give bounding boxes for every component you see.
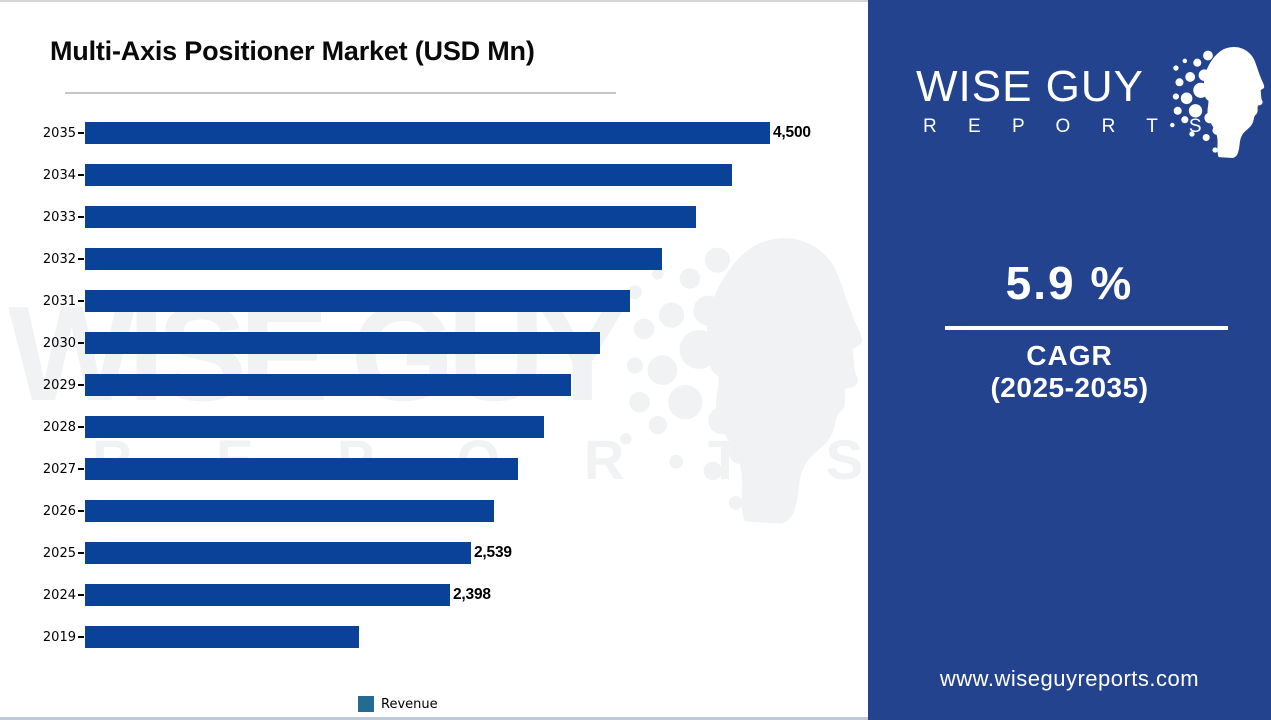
website-url: www.wiseguyreports.com <box>939 666 1200 691</box>
revenue-bar-2027 <box>85 458 518 480</box>
bar-row-2025: 2025 2,539 <box>40 542 512 564</box>
bar-row-2035: 2035 4,500 <box>40 122 811 144</box>
y-axis-tick-label: 2024 <box>42 587 76 603</box>
revenue-bar-2024 <box>85 584 450 606</box>
logo-text-wiseguy: WISE GUY <box>916 62 1145 111</box>
bar-row-2030: 2030 <box>40 332 600 354</box>
y-axis-tick-mark <box>78 468 84 470</box>
bars-container: 2035 4,500 2034 2033 2032 2031 2030 2029 2028 202… <box>0 2 868 717</box>
cagr-divider <box>945 326 1228 330</box>
y-axis-tick-label: 2030 <box>42 335 76 351</box>
bar-row-2019: 2019 <box>40 626 359 648</box>
revenue-bar-2026 <box>85 500 494 522</box>
y-axis-tick-label: 2032 <box>42 251 76 267</box>
cagr-label: CAGR <box>1026 340 1113 371</box>
chart-legend: Revenue <box>358 696 438 712</box>
y-axis-tick-mark <box>78 216 84 218</box>
y-axis-tick-mark <box>78 174 84 176</box>
y-axis-tick-label: 2034 <box>42 167 76 183</box>
y-axis-tick-label: 2025 <box>42 545 76 561</box>
watermark-head-icon <box>620 238 862 524</box>
y-axis-tick-label: 2029 <box>42 377 76 393</box>
y-axis-tick-label: 2028 <box>42 419 76 435</box>
brand-panel: WISE GUY R E P O R T S 5.9 % CAGR (2025- <box>868 0 1271 720</box>
y-axis-tick-mark <box>78 552 84 554</box>
bar-row-2031: 2031 <box>40 290 630 312</box>
cagr-value: 5.9 % <box>1005 257 1134 309</box>
revenue-bar-2032 <box>85 248 662 270</box>
bar-row-2032: 2032 <box>40 248 662 270</box>
cagr-range: (2025-2035) <box>990 372 1149 403</box>
bar-row-2029: 2029 <box>40 374 571 396</box>
y-axis-tick-label: 2019 <box>42 629 76 645</box>
y-axis-tick-mark <box>78 636 84 638</box>
revenue-bar-2033 <box>85 206 696 228</box>
bar-value-label-2035: 4,500 <box>773 124 811 141</box>
bar-row-2028: 2028 <box>40 416 544 438</box>
y-axis-tick-mark <box>78 300 84 302</box>
revenue-bar-2035 <box>85 122 770 144</box>
bar-row-2034: 2034 <box>40 164 732 186</box>
chart-panel: WISE GUY R E P O R T S Multi-Axis Positi… <box>0 0 868 720</box>
y-axis-tick-label: 2027 <box>42 461 76 477</box>
bar-row-2024: 2024 2,398 <box>40 584 491 606</box>
bar-row-2026: 2026 <box>40 500 494 522</box>
revenue-bar-2029 <box>85 374 571 396</box>
y-axis-tick-mark <box>78 132 84 134</box>
y-axis-tick-label: 2031 <box>42 293 76 309</box>
title-underline <box>65 92 616 94</box>
y-axis-tick-mark <box>78 594 84 596</box>
bar-row-2033: 2033 <box>40 206 696 228</box>
legend-swatch-revenue <box>358 696 374 712</box>
logo-head-icon <box>1170 46 1265 159</box>
y-axis-tick-label: 2033 <box>42 209 76 225</box>
revenue-bar-2019 <box>85 626 359 648</box>
bar-row-2027: 2027 <box>40 458 518 480</box>
revenue-bar-2028 <box>85 416 544 438</box>
chart-title: Multi-Axis Positioner Market (USD Mn) <box>50 36 535 66</box>
legend-label: Revenue <box>381 696 438 712</box>
bar-value-label-2025: 2,539 <box>474 544 512 561</box>
revenue-bar-2031 <box>85 290 630 312</box>
revenue-bar-2034 <box>85 164 732 186</box>
wise-guy-reports-logo: WISE GUY R E P O R T S <box>868 40 1271 175</box>
y-axis-tick-mark <box>78 426 84 428</box>
y-axis-tick-mark <box>78 384 84 386</box>
y-axis-tick-label: 2035 <box>42 125 76 141</box>
y-axis-tick-label: 2026 <box>42 503 76 519</box>
revenue-bar-2025 <box>85 542 471 564</box>
y-axis-tick-mark <box>78 258 84 260</box>
y-axis-tick-mark <box>78 510 84 512</box>
y-axis-tick-mark <box>78 342 84 344</box>
logo-text-reports: R E P O R T S <box>923 116 1215 137</box>
bar-value-label-2024: 2,398 <box>453 586 491 603</box>
revenue-bar-2030 <box>85 332 600 354</box>
